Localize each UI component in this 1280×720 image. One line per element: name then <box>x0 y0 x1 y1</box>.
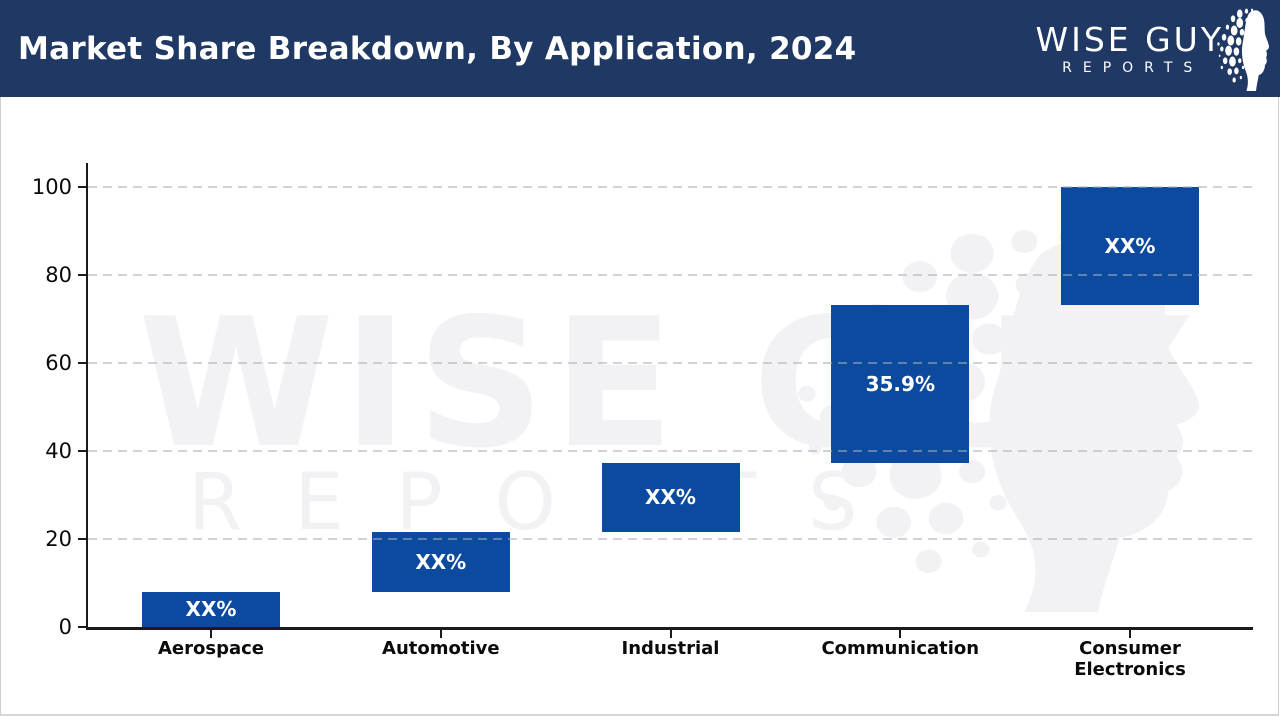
category-label-automotive: Automotive <box>382 638 500 659</box>
category-label-aerospace: Aerospace <box>157 638 264 659</box>
bar-automotive <box>371 531 510 592</box>
bar-value-label-consumer-electronics: XX% <box>1104 233 1156 258</box>
bar-value-label-automotive: XX% <box>415 549 467 574</box>
y-tick-label: 80 <box>45 263 72 287</box>
bar-value-label-communication: 35.9% <box>865 371 935 396</box>
y-tick-label: 20 <box>45 527 72 551</box>
category-label-consumer-electronics: Consumer Electronics <box>1074 638 1186 680</box>
category-label-industrial: Industrial <box>621 638 720 659</box>
logo-brand-subname: REPORTS <box>1062 60 1204 76</box>
x-tick-mark <box>439 630 442 638</box>
bar-value-label-industrial: XX% <box>645 485 696 510</box>
gridline-20 <box>88 538 1253 540</box>
gridline-40 <box>88 450 1253 452</box>
y-tick-label: 100 <box>31 175 72 199</box>
y-axis-line <box>86 163 88 630</box>
x-tick-mark <box>210 630 212 638</box>
wiseguy-logo: WISE GUY REPORTS <box>1035 5 1270 93</box>
bar-consumer-electronics <box>1061 187 1199 305</box>
x-tick-mark <box>669 630 672 638</box>
y-tick-mark <box>78 626 88 628</box>
gridline-60 <box>88 362 1253 364</box>
x-tick-mark <box>899 630 902 638</box>
bar-value-label-aerospace: XX% <box>185 597 237 622</box>
gridline-80 <box>88 274 1253 276</box>
page-title: Market Share Breakdown, By Application, … <box>18 30 857 67</box>
y-tick-mark <box>78 274 88 276</box>
bar-communication <box>831 304 970 463</box>
y-tick-label: 60 <box>45 351 72 375</box>
watermark-text-line2: REPORTS <box>188 458 910 548</box>
head-profile-logo-icon <box>1217 8 1269 91</box>
x-tick-mark <box>1129 630 1131 638</box>
gridline-100 <box>88 186 1253 188</box>
y-tick-mark <box>78 186 88 188</box>
logo-text: WISE GUY REPORTS <box>1035 20 1224 77</box>
header: Market Share Breakdown, By Application, … <box>0 0 1280 97</box>
y-tick-mark <box>78 362 88 364</box>
bar-aerospace <box>142 591 280 627</box>
category-label-communication: Communication <box>821 638 980 659</box>
bar-industrial <box>601 462 740 532</box>
logo-brand-name: WISE GUY <box>1035 20 1224 59</box>
y-tick-label: 0 <box>58 615 72 639</box>
y-tick-mark <box>78 538 88 540</box>
y-tick-label: 40 <box>45 439 72 463</box>
y-tick-mark <box>78 450 88 452</box>
x-axis-line <box>86 627 1253 630</box>
